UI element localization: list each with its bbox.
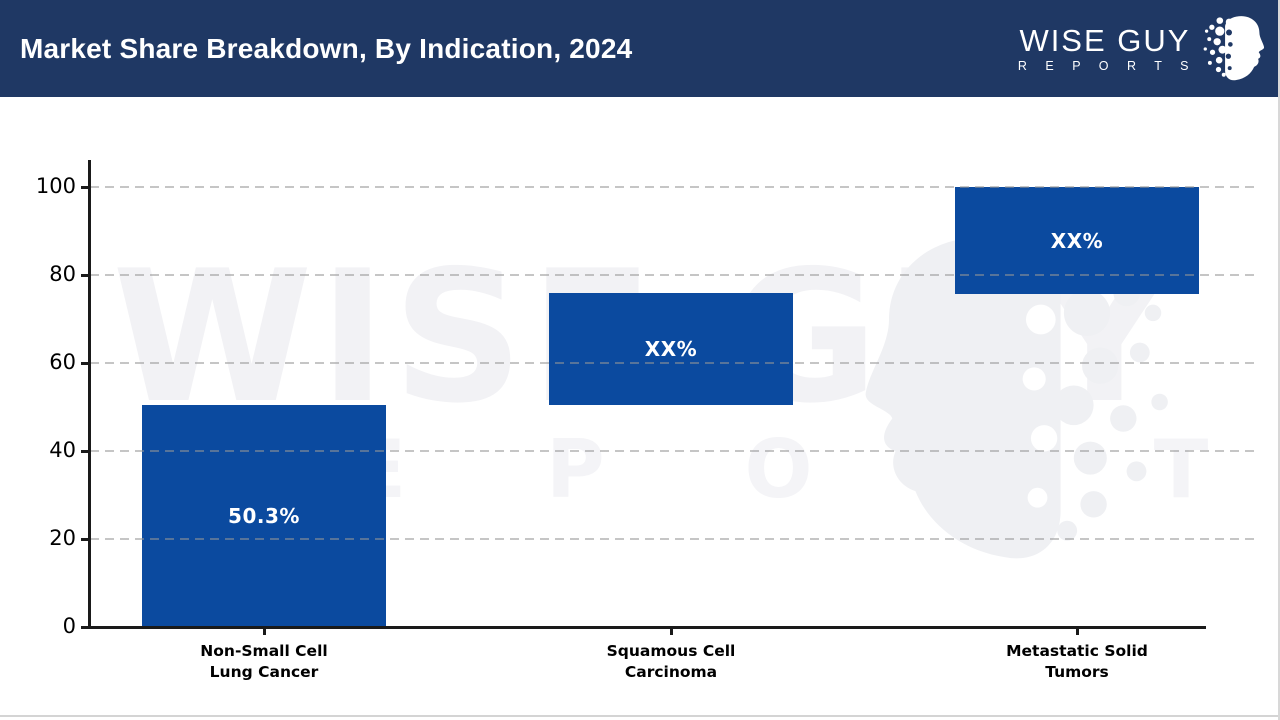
bar-value-label: XX%	[644, 337, 698, 361]
watermark-face-profile-dots-icon	[865, 237, 1168, 559]
bar-value-label: 50.3%	[228, 504, 300, 528]
y-tick-label: 40	[49, 438, 76, 462]
y-tick-label: 20	[49, 526, 76, 550]
bar-metastatic-solid-tumors: XX%	[955, 187, 1199, 294]
logo-wordmark: WISE GUY	[1019, 22, 1191, 58]
y-tick	[81, 186, 88, 189]
face-profile-dots-icon	[1203, 16, 1265, 81]
x-label-line: Squamous Cell	[606, 642, 736, 660]
x-label-line: Tumors	[1045, 662, 1109, 681]
y-tick-label: 100	[35, 174, 76, 198]
bar-non-small-cell-lung-cancer: 50.3%	[142, 405, 386, 627]
gridline-100	[90, 186, 1258, 188]
x-tick	[1076, 629, 1079, 635]
y-tick	[81, 274, 88, 277]
x-label-line: Lung Cancer	[209, 662, 319, 681]
gridline-80	[90, 274, 1258, 276]
x-category-label: Squamous Cell Carcinoma	[531, 641, 811, 682]
x-tick	[263, 629, 266, 635]
y-tick	[81, 362, 88, 365]
y-tick-label: 80	[49, 262, 76, 286]
x-axis-line	[88, 626, 1206, 629]
gridline-60	[90, 362, 1258, 364]
y-tick	[81, 626, 88, 629]
gridline-20	[90, 538, 1258, 540]
x-label-line: Non-Small Cell	[200, 642, 328, 660]
y-tick	[81, 450, 88, 453]
y-tick-label: 60	[49, 350, 76, 374]
x-tick	[670, 629, 673, 635]
y-axis-line	[88, 160, 91, 629]
bottom-divider	[0, 715, 1278, 717]
x-category-label: Metastatic Solid Tumors	[937, 641, 1217, 682]
page-title: Market Share Breakdown, By Indication, 2…	[20, 32, 633, 64]
x-label-line: Carcinoma	[624, 662, 718, 681]
y-tick	[81, 538, 88, 541]
x-label-line: Metastatic Solid	[1006, 642, 1148, 660]
bar-squamous-cell-carcinoma: XX%	[549, 293, 793, 405]
y-tick-label: 0	[62, 614, 76, 638]
logo-subtitle: R E P O R T S	[1017, 59, 1196, 74]
gridline-40	[90, 450, 1258, 452]
x-category-label: Non-Small Cell Lung Cancer	[124, 641, 404, 682]
wiseguy-logo: WISE GUY R E P O R T S	[1014, 8, 1266, 90]
logo-text: WISE GUY R E P O R T S	[1014, 22, 1196, 74]
bar-value-label: XX%	[1050, 228, 1104, 253]
header-bar: Market Share Breakdown, By Indication, 2…	[0, 0, 1278, 97]
